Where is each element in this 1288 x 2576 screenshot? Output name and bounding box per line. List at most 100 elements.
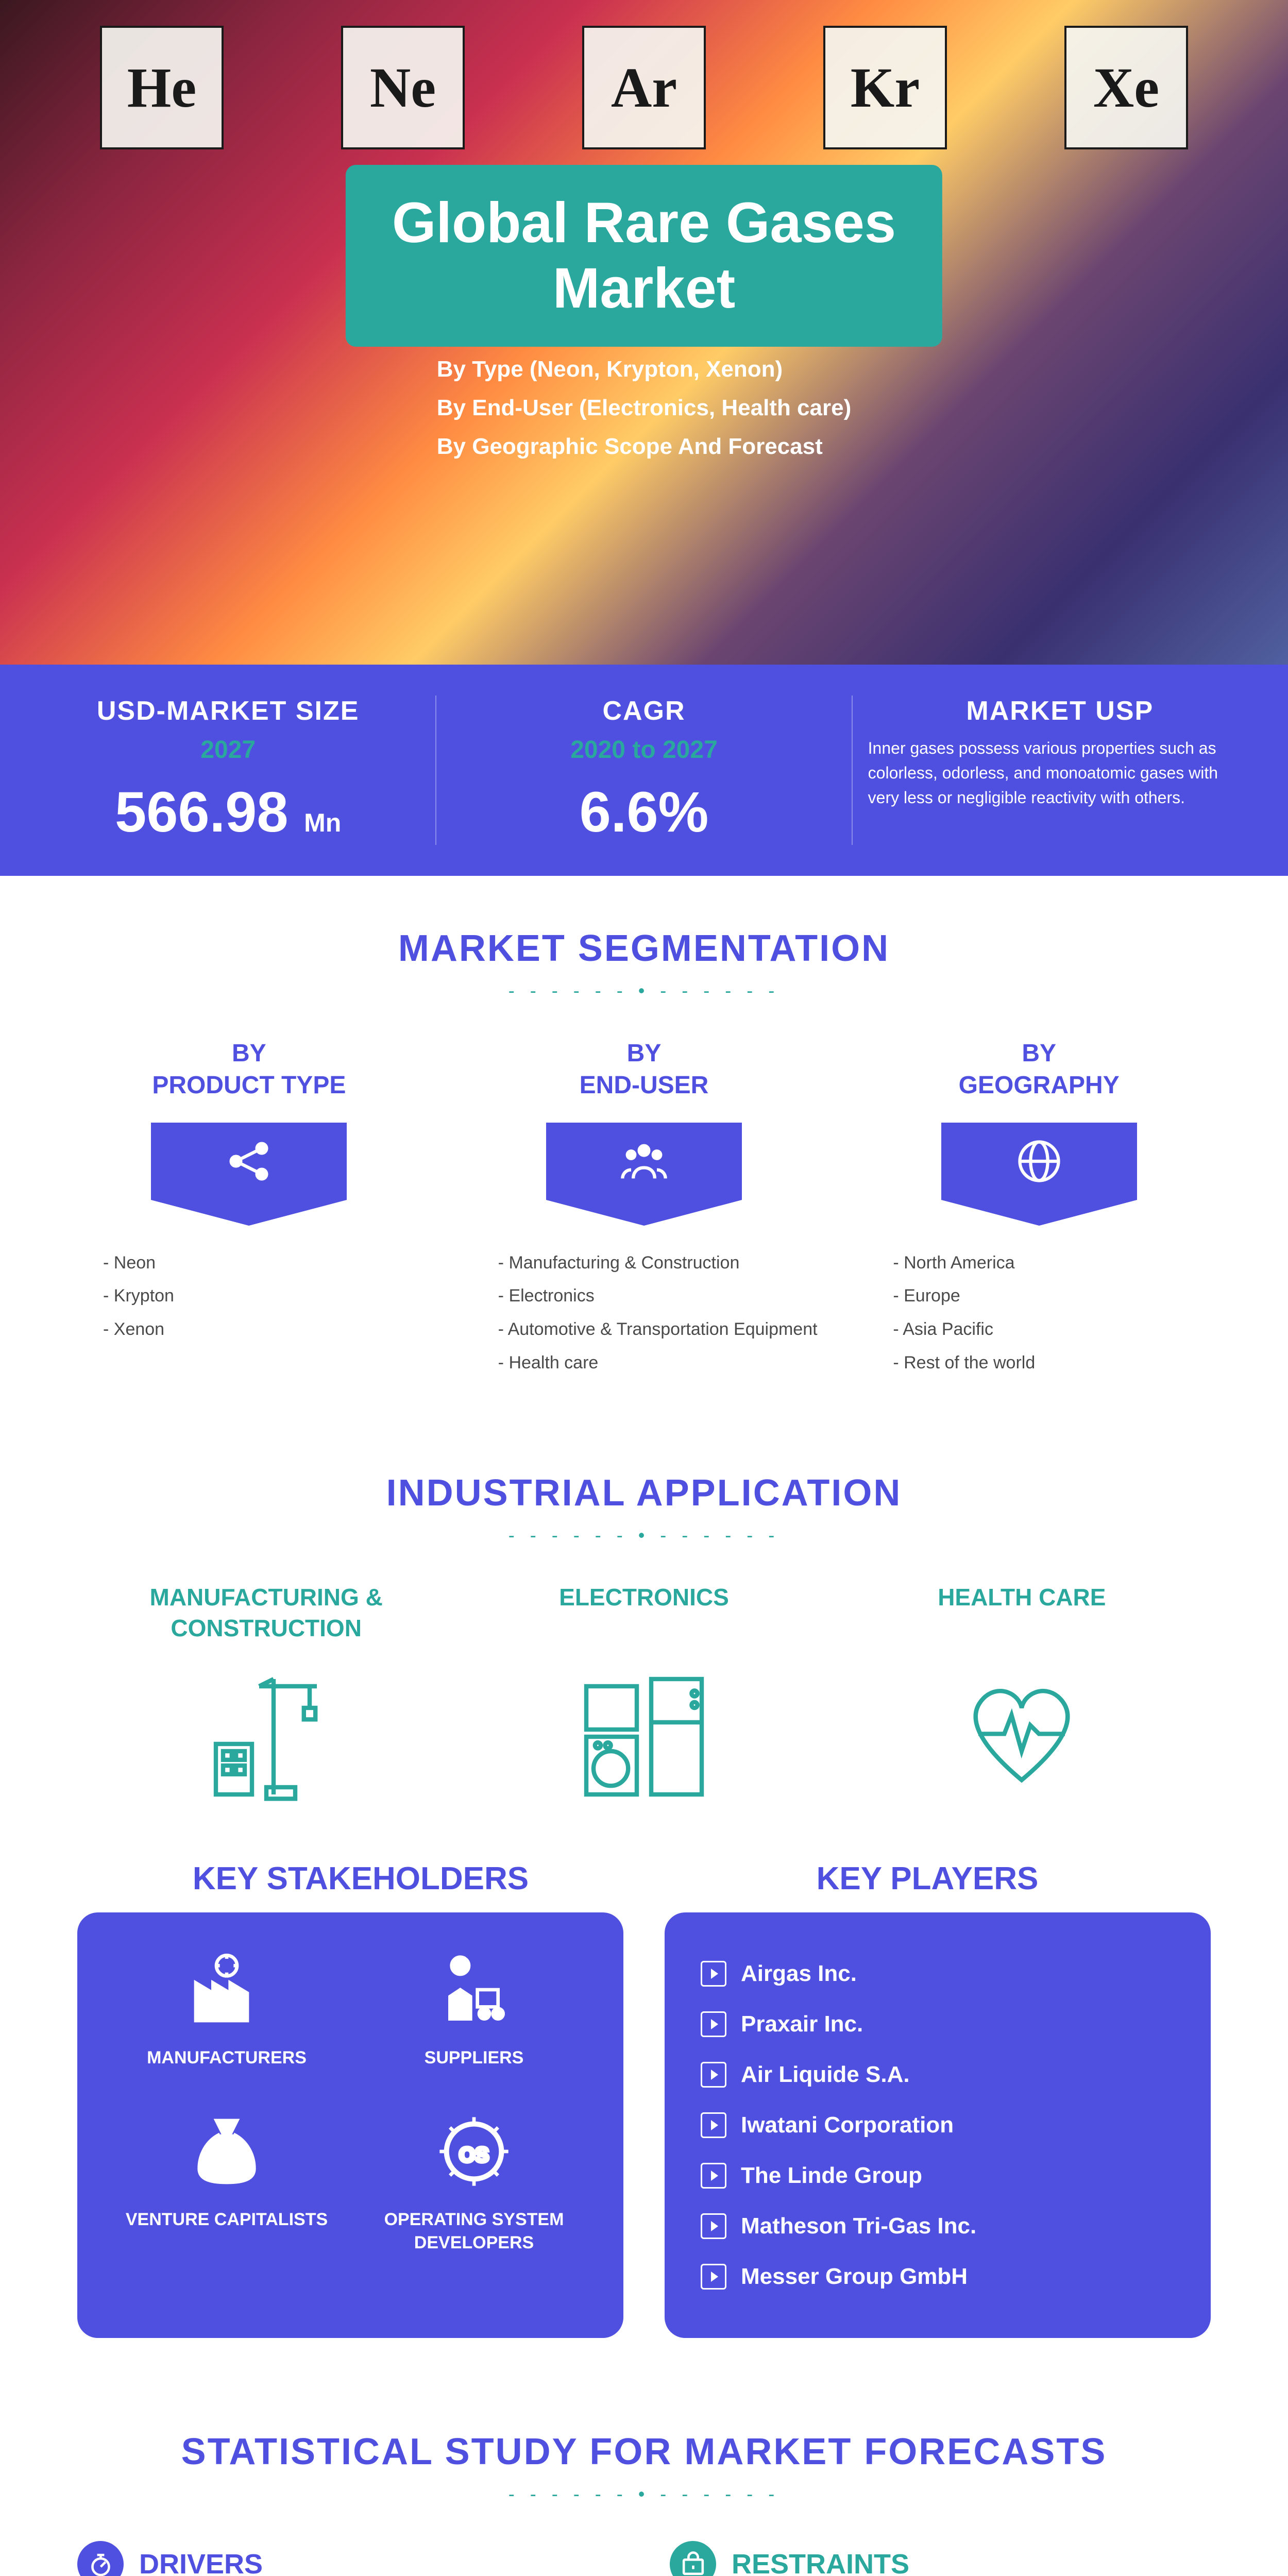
list-item: - Electronics [498, 1279, 821, 1313]
stat-cagr: CAGR 2020 to 2027 6.6% [436, 696, 852, 845]
chevron-icon [701, 2213, 726, 2239]
dash-line: - - - - - - • - - - - - - [0, 980, 1288, 1002]
player-item: Messer Group GmbH [701, 2251, 1175, 2302]
stat-sub: 2027 [36, 736, 420, 764]
segmentation-heading: MARKET SEGMENTATION - - - - - - • - - - … [0, 927, 1288, 1002]
player-item: Praxair Inc. [701, 1999, 1175, 2049]
forecasts-heading: STATISTICAL STUDY FOR MARKET FORECASTS -… [0, 2431, 1288, 2505]
sk-label: MANUFACTURERS [113, 2046, 340, 2069]
industrial-heading: INDUSTRIAL APPLICATION - - - - - - • - -… [0, 1472, 1288, 1546]
element-he: He [100, 26, 224, 149]
drivers-label: DRIVERS [139, 2548, 263, 2576]
appliances-icon [455, 1665, 833, 1809]
drivers-icon [77, 2541, 124, 2576]
money-bag-icon: $ [185, 2110, 268, 2193]
restraints-icon [670, 2541, 716, 2576]
title-line-2: Market [553, 257, 736, 320]
chevron-icon [701, 2011, 726, 2037]
ind-electronics: ELECTRONICS [455, 1582, 833, 1809]
sk-suppliers: SUPPLIERS [361, 1948, 587, 2069]
list-item: - Manufacturing & Construction [498, 1246, 821, 1280]
hero-section: He Ne Ar Kr Xe Global Rare GasesMarket B… [0, 0, 1288, 665]
svg-text:OS: OS [459, 2144, 489, 2166]
title-badge: Global Rare GasesMarket [346, 165, 942, 347]
sk-manufacturers: MANUFACTURERS [113, 1948, 340, 2069]
stat-usp: MARKET USP Inner gases possess various p… [853, 696, 1267, 845]
element-ne: Ne [341, 26, 465, 149]
segmentation-row: BYPRODUCT TYPE - Neon - Krypton - Xenon … [0, 1038, 1288, 1420]
element-ar: Ar [582, 26, 706, 149]
chevron-icon [701, 2112, 726, 2138]
player-item: Iwatani Corporation [701, 2100, 1175, 2150]
sub-3: By Geographic Scope And Forecast [437, 428, 851, 466]
list-item: - Europe [893, 1279, 1216, 1313]
people-icon [618, 1136, 670, 1187]
title-line-1: Global Rare Gases [392, 191, 896, 255]
ind-title: ELECTRONICS [455, 1582, 833, 1644]
sk-venture-capitalists: $ VENTURE CAPITALISTS [113, 2110, 340, 2253]
list-item: - Krypton [103, 1279, 426, 1313]
stakeholders-box: MANUFACTURERS SUPPLIERS $ VENTURE CAPITA… [77, 1912, 623, 2338]
stat-unit: Mn [304, 808, 341, 837]
globe-icon [1013, 1136, 1065, 1187]
chevron-icon [701, 2264, 726, 2290]
ind-title: MANUFACTURING & CONSTRUCTION [77, 1582, 455, 1644]
sub-1: By Type (Neon, Krypton, Xenon) [437, 350, 851, 389]
element-xe: Xe [1064, 26, 1188, 149]
players-box: Airgas Inc. Praxair Inc. Air Liquide S.A… [665, 1912, 1211, 2338]
list-item: - Asia Pacific [893, 1313, 1216, 1346]
stat-title: USD-MARKET SIZE [36, 696, 420, 726]
players-heading: KEY PLAYERS [644, 1860, 1211, 1897]
drivers-col: DRIVERS Hence increase in demand of rare… [77, 2541, 618, 2576]
ribbon-icon [546, 1123, 742, 1200]
share-icon [223, 1136, 275, 1187]
heading-text: INDUSTRIAL APPLICATION [0, 1472, 1288, 1514]
restraints-col: RESTRAINTS Prices of rare gases are high… [670, 2541, 1211, 2576]
stakeholders-heading: KEY STAKEHOLDERS [77, 1860, 644, 1897]
ind-title: HEALTH CARE [833, 1582, 1211, 1644]
player-item: Airgas Inc. [701, 1948, 1175, 1999]
drivers-restraints-row: DRIVERS Hence increase in demand of rare… [0, 2541, 1288, 2576]
ribbon-icon [151, 1123, 347, 1200]
subtitle-box: By Type (Neon, Krypton, Xenon) By End-Us… [437, 350, 851, 466]
industrial-row: MANUFACTURING & CONSTRUCTION ELECTRONICS… [0, 1582, 1288, 1840]
factory-icon [185, 1948, 268, 2031]
player-item: Air Liquide S.A. [701, 2049, 1175, 2100]
stat-market-size: USD-MARKET SIZE 2027 566.98 Mn [21, 696, 436, 845]
heart-pulse-icon [833, 1665, 1211, 1809]
stats-bar: USD-MARKET SIZE 2027 566.98 Mn CAGR 2020… [0, 665, 1288, 876]
crane-icon [77, 1665, 455, 1809]
list-item: - Automotive & Transportation Equipment [498, 1313, 821, 1346]
element-kr: Kr [823, 26, 947, 149]
list-item: - Rest of the world [893, 1346, 1216, 1380]
chevron-icon [701, 2163, 726, 2189]
sk-pl-headings: KEY STAKEHOLDERS KEY PLAYERS [0, 1840, 1288, 1912]
restraints-label: RESTRAINTS [732, 2548, 909, 2576]
periodic-elements-row: He Ne Ar Kr Xe [0, 0, 1288, 149]
sk-label: VENTURE CAPITALISTS [113, 2208, 340, 2231]
seg-product-type: BYPRODUCT TYPE - Neon - Krypton - Xenon [52, 1038, 447, 1379]
stat-title: MARKET USP [868, 696, 1252, 726]
list-item: - Health care [498, 1346, 821, 1380]
sk-pl-row: MANUFACTURERS SUPPLIERS $ VENTURE CAPITA… [0, 1912, 1288, 2379]
stat-value: 566.98 [115, 781, 288, 844]
stat-value: 6.6% [452, 779, 836, 845]
seg-end-user: BYEND-USER - Manufacturing & Constructio… [447, 1038, 842, 1379]
list-item: - North America [893, 1246, 1216, 1280]
stat-desc: Inner gases possess various properties s… [868, 736, 1252, 810]
heading-text: MARKET SEGMENTATION [0, 927, 1288, 970]
ind-healthcare: HEALTH CARE [833, 1582, 1211, 1809]
sk-os-developers: OS OPERATING SYSTEM DEVELOPERS [361, 2110, 587, 2253]
chevron-icon [701, 2062, 726, 2088]
seg-geography: BYGEOGRAPHY - North America - Europe - A… [841, 1038, 1236, 1379]
svg-text:$: $ [220, 2147, 233, 2174]
ind-manufacturing: MANUFACTURING & CONSTRUCTION [77, 1582, 455, 1809]
seg-list: - Manufacturing & Construction - Electro… [467, 1246, 821, 1379]
dash-line: - - - - - - • - - - - - - [0, 1524, 1288, 1546]
player-item: Matheson Tri-Gas Inc. [701, 2201, 1175, 2251]
os-icon: OS [433, 2110, 515, 2193]
dash-line: - - - - - - • - - - - - - [0, 2483, 1288, 2505]
seg-list: - Neon - Krypton - Xenon [72, 1246, 426, 1346]
heading-text: STATISTICAL STUDY FOR MARKET FORECASTS [0, 2431, 1288, 2473]
list-item: - Xenon [103, 1313, 426, 1346]
